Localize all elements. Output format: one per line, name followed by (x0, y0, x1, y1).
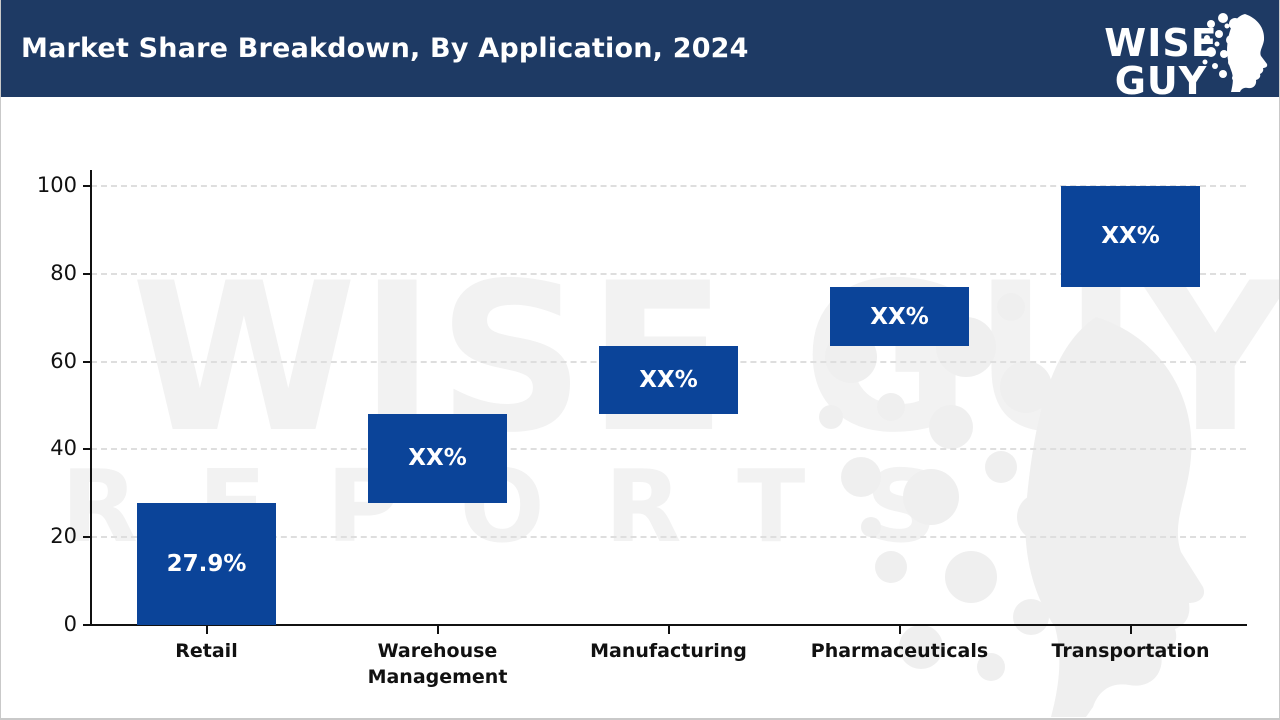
bar-manufacturing: XX% (599, 346, 738, 415)
y-gridline (91, 185, 1246, 187)
y-tick-label: 80 (50, 260, 77, 285)
x-category-label: Retail (92, 639, 322, 665)
logo-text: WISE GUY REPORTS (1053, 24, 1269, 118)
x-category-label-line: Retail (175, 640, 238, 662)
x-category-label: Transportation (1016, 639, 1246, 665)
y-tick-label: 40 (50, 436, 77, 461)
y-axis-tick (83, 185, 91, 187)
y-tick-label: 0 (63, 612, 77, 636)
y-tick-label: 20 (50, 524, 77, 549)
y-axis-tick (83, 536, 91, 539)
y-axis-tick (83, 448, 91, 451)
wise-guy-reports-logo: WISE GUY REPORTS (1019, 8, 1269, 118)
y-gridline (91, 536, 1246, 539)
x-category-label: Manufacturing (554, 639, 784, 665)
x-axis-tick (898, 626, 901, 634)
x-category-label-line: Manufacturing (590, 640, 747, 662)
bar-value-label: XX% (639, 367, 698, 394)
x-axis-line (90, 624, 1247, 626)
bar-value-label: XX% (408, 445, 467, 472)
x-category-label: Pharmaceuticals (785, 639, 1015, 665)
x-category-label: Warehouse Management (323, 639, 553, 690)
x-category-label-line: Transportation (1051, 640, 1210, 662)
y-tick-label: 100 (36, 173, 77, 197)
x-category-label-line: Management (367, 665, 508, 688)
bar-value-label: XX% (870, 303, 929, 330)
x-axis-tick (205, 626, 208, 634)
y-axis-tick (83, 272, 91, 275)
bar-value-label: XX% (1101, 223, 1160, 250)
x-category-label-line: Warehouse (377, 640, 498, 662)
y-gridline (91, 448, 1246, 451)
y-gridline (91, 272, 1246, 275)
bar-transportation: XX% (1061, 186, 1200, 287)
bar-pharmaceuticals: XX% (830, 286, 969, 347)
x-axis-tick (1129, 626, 1132, 634)
bar-value-label: 27.9% (166, 550, 247, 577)
y-axis-line (90, 170, 92, 626)
x-axis-tick (667, 626, 670, 634)
page-title: Market Share Breakdown, By Application, … (21, 33, 749, 64)
y-axis-tick (83, 360, 91, 363)
x-axis-tick (436, 626, 439, 634)
bar-retail: 27.9% (137, 502, 276, 625)
bar-warehouse-management: XX% (368, 414, 507, 503)
logo-face-icon (1202, 13, 1268, 92)
logo-reports-label: REPORTS (1095, 102, 1231, 118)
y-axis-tick (83, 624, 91, 626)
y-tick-label: 60 (50, 348, 77, 373)
x-category-label-line: Pharmaceuticals (810, 640, 989, 662)
logo-wiseguy-label: WISE GUY (1104, 21, 1218, 103)
header-bar: Market Share Breakdown, By Application, … (1, 0, 1279, 118)
